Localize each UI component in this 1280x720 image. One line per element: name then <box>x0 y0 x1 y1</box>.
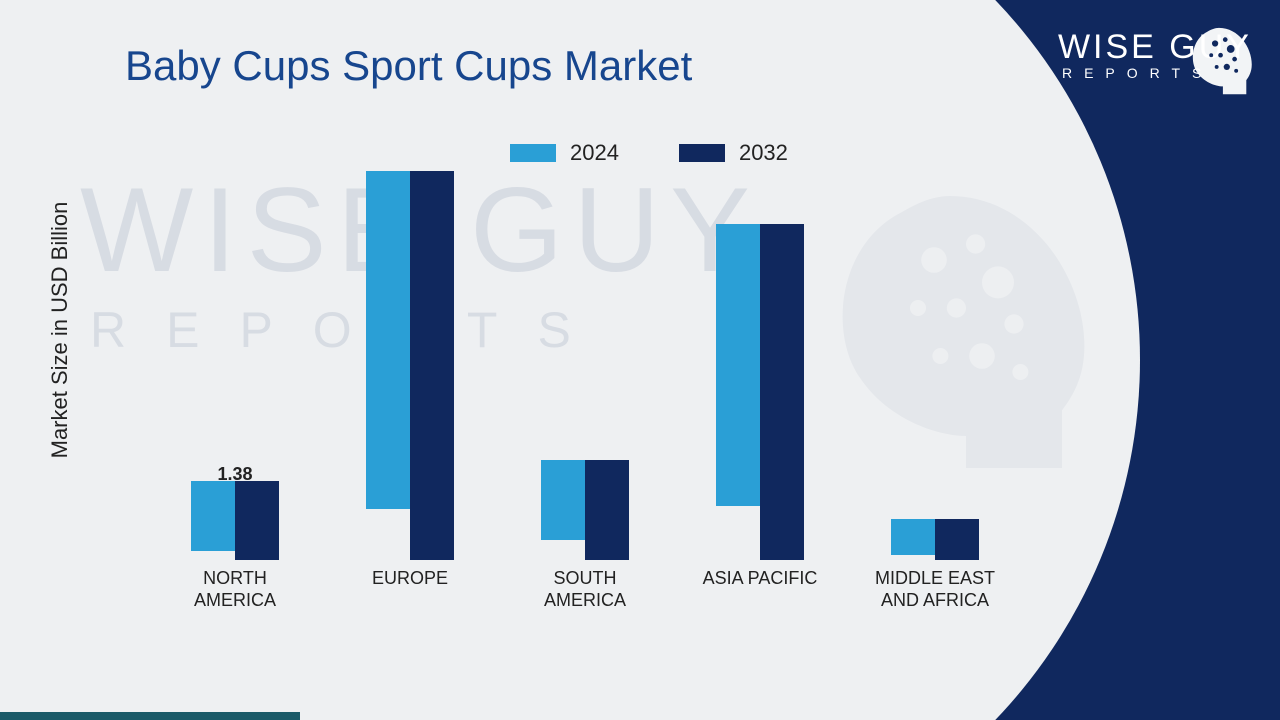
category-label: EUROPE <box>345 560 475 590</box>
bar <box>191 481 235 552</box>
bar-group: ASIA PACIFIC <box>695 224 825 560</box>
bar-group: SOUTH AMERICA <box>520 460 650 560</box>
legend-item-2032: 2032 <box>679 140 788 166</box>
brand-logo: WISE GUY REPORTS <box>1058 30 1252 84</box>
chart-title: Baby Cups Sport Cups Market <box>125 42 692 90</box>
bar <box>585 460 629 560</box>
bar-group: EUROPE <box>345 171 475 561</box>
legend: 2024 2032 <box>510 140 788 166</box>
bar <box>891 519 935 555</box>
bar <box>760 224 804 560</box>
category-label: SOUTH AMERICA <box>520 560 650 611</box>
category-label: MIDDLE EAST AND AFRICA <box>870 560 1000 611</box>
bar <box>410 171 454 561</box>
legend-swatch <box>679 144 725 162</box>
logo-head-icon <box>1180 24 1258 102</box>
chart-area: Market Size in USD Billion 1.38NORTH AME… <box>60 130 960 690</box>
bar-group: MIDDLE EAST AND AFRICA <box>870 519 1000 560</box>
bar <box>935 519 979 560</box>
y-axis-label: Market Size in USD Billion <box>47 202 73 459</box>
category-label: ASIA PACIFIC <box>695 560 825 590</box>
bar <box>716 224 760 506</box>
legend-item-2024: 2024 <box>510 140 619 166</box>
plot-area: 1.38NORTH AMERICA EUROPE SOUTH AMERICA ASIA… <box>120 150 950 560</box>
bar <box>541 460 585 539</box>
bar <box>366 171 410 509</box>
category-label: NORTH AMERICA <box>170 560 300 611</box>
bar-group: 1.38NORTH AMERICA <box>170 481 300 560</box>
legend-swatch <box>510 144 556 162</box>
legend-label: 2032 <box>739 140 788 166</box>
bottom-strip <box>0 712 300 720</box>
value-label: 1.38 <box>191 464 279 487</box>
bar <box>235 481 279 560</box>
legend-label: 2024 <box>570 140 619 166</box>
